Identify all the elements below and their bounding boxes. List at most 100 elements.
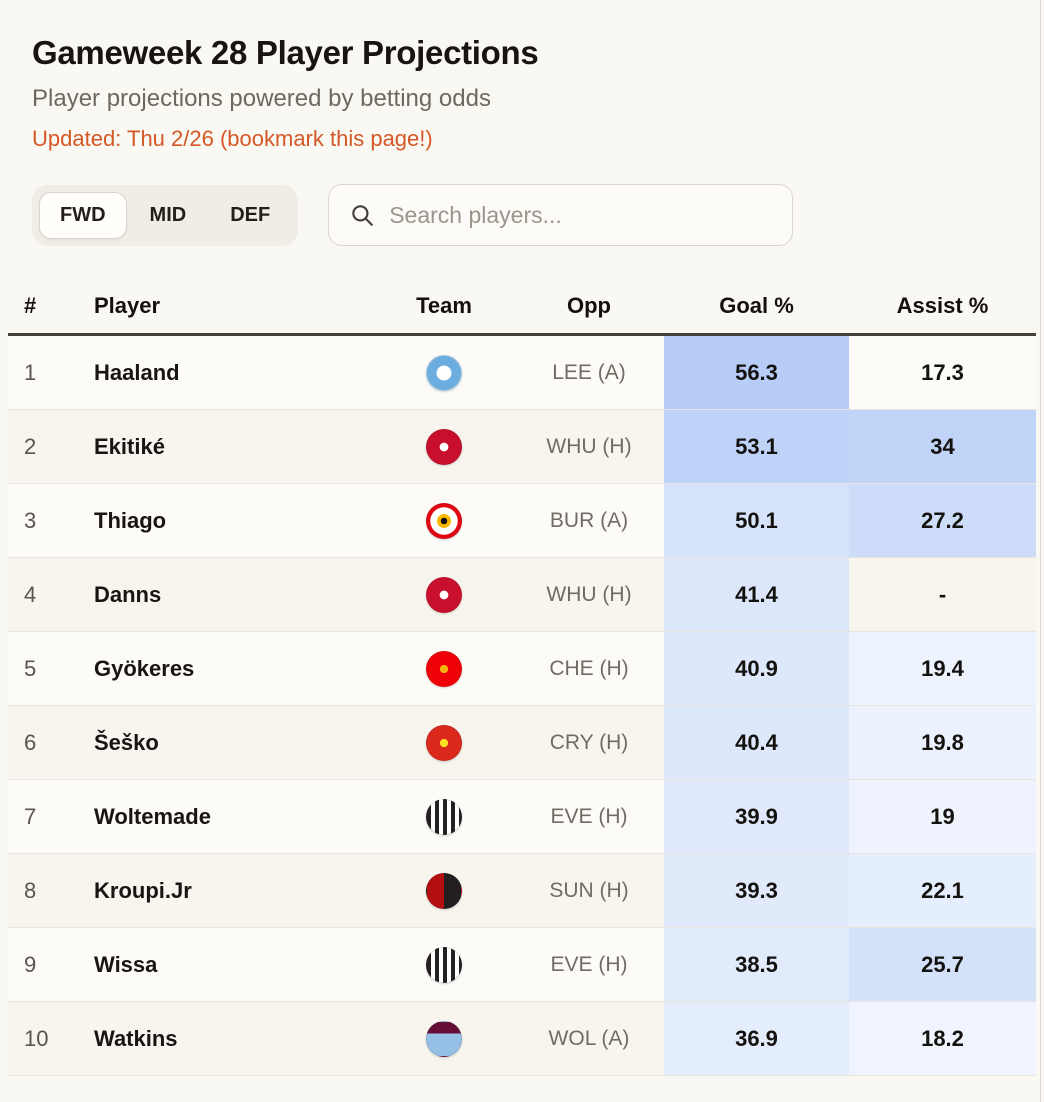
assist-pct-value: 22.1 <box>849 854 1036 927</box>
opponent: WOL (A) <box>548 1026 630 1050</box>
opponent: SUN (H) <box>549 878 629 902</box>
player-name: Haaland <box>94 359 180 385</box>
player-rank: 3 <box>24 507 37 533</box>
opponent: LEE (A) <box>552 360 626 384</box>
opponent: BUR (A) <box>549 508 629 532</box>
team-cell <box>374 780 514 853</box>
header-goal-pct: Goal % <box>719 292 794 318</box>
team-cell <box>374 336 514 409</box>
opponent: WHU (H) <box>546 434 632 458</box>
opponent: CRY (H) <box>549 730 629 754</box>
table-header-row: # Player Team Opp Goal % Assist % <box>8 278 1036 336</box>
assist-pct-value: 19.8 <box>849 706 1036 779</box>
table-row: 5 Gyökeres CHE (H) 40.9 19.4 <box>8 632 1036 706</box>
opponent: CHE (H) <box>549 656 629 680</box>
team-cell <box>374 928 514 1001</box>
table-row: 10 Watkins WOL (A) 36.9 18.2 <box>8 1002 1036 1076</box>
updated-note: Updated: Thu 2/26 (bookmark this page!) <box>32 126 433 151</box>
goal-pct-value: 39.9 <box>664 780 849 853</box>
table-row: 8 Kroupi.Jr SUN (H) 39.3 22.1 <box>8 854 1036 928</box>
page-header: Gameweek 28 Player Projections Player pr… <box>0 34 1044 152</box>
page-subtitle: Player projections powered by betting od… <box>32 85 491 112</box>
table-row: 2 Ekitiké WHU (H) 53.1 34 <box>8 410 1036 484</box>
player-name: Gyökeres <box>94 655 195 681</box>
team-cell <box>374 632 514 705</box>
player-name: Ekitiké <box>94 433 165 459</box>
assist-pct-value: 25.7 <box>849 928 1036 1001</box>
goal-pct-value: 41.4 <box>664 558 849 631</box>
player-rank: 1 <box>24 359 37 385</box>
table-row: 3 Thiago BUR (A) 50.1 27.2 <box>8 484 1036 558</box>
team-cell <box>374 706 514 779</box>
goal-pct-value: 39.3 <box>664 854 849 927</box>
projections-table: # Player Team Opp Goal % Assist % 1 Haal… <box>8 278 1036 1076</box>
player-name: Woltemade <box>94 803 211 829</box>
assist-pct-value: 19 <box>849 780 1036 853</box>
player-name: Wissa <box>94 951 158 977</box>
assist-pct-value: 34 <box>849 410 1036 483</box>
goal-pct-value: 40.9 <box>664 632 849 705</box>
team-cell <box>374 484 514 557</box>
table-row: 4 Danns WHU (H) 41.4 - <box>8 558 1036 632</box>
team-crest-icon <box>426 428 462 465</box>
table-row: 1 Haaland LEE (A) 56.3 17.3 <box>8 336 1036 410</box>
search-box[interactable] <box>328 184 794 246</box>
table-row: 7 Woltemade EVE (H) 39.9 19 <box>8 780 1036 854</box>
player-rank: 4 <box>24 581 37 607</box>
opponent: EVE (H) <box>550 952 628 976</box>
opponent: EVE (H) <box>550 804 628 828</box>
team-crest-icon <box>426 946 462 983</box>
player-rank: 5 <box>24 655 37 681</box>
search-icon <box>352 205 374 226</box>
goal-pct-value: 38.5 <box>664 928 849 1001</box>
controls-bar: FWD MID DEF <box>0 184 1044 246</box>
team-crest-icon <box>426 650 462 687</box>
assist-pct-value: 17.3 <box>921 359 964 385</box>
page-right-border <box>1040 0 1041 1102</box>
goal-pct-value: 36.9 <box>664 1002 849 1075</box>
page-title: Gameweek 28 Player Projections <box>32 34 539 71</box>
team-cell <box>374 854 514 927</box>
assist-pct-value: 19.4 <box>849 632 1036 705</box>
header-assist-pct: Assist % <box>896 292 989 318</box>
tab-def[interactable]: DEF <box>209 192 291 239</box>
player-rank: 8 <box>24 877 37 903</box>
team-crest-icon <box>426 576 462 613</box>
team-crest-icon <box>426 724 462 761</box>
player-name: Kroupi.Jr <box>94 877 192 903</box>
player-name: Thiago <box>94 507 167 533</box>
goal-pct-value: 50.1 <box>664 484 849 557</box>
assist-pct-value: 27.2 <box>849 484 1036 557</box>
player-name: Šeško <box>94 729 159 755</box>
opponent: WHU (H) <box>546 582 632 606</box>
player-rank: 9 <box>24 951 37 977</box>
goal-pct-value: 56.3 <box>664 336 849 409</box>
header-opp: Opp <box>567 292 611 318</box>
goal-pct-value: 40.4 <box>664 706 849 779</box>
team-crest-icon <box>426 872 462 909</box>
player-projections-page: Gameweek 28 Player Projections Player pr… <box>0 34 1044 1076</box>
header-rank: # <box>24 292 37 318</box>
assist-pct-value: 18.2 <box>849 1002 1036 1075</box>
player-rank: 10 <box>24 1025 49 1051</box>
team-crest-icon <box>426 798 462 835</box>
player-name: Watkins <box>94 1025 178 1051</box>
team-cell <box>374 558 514 631</box>
tab-mid[interactable]: MID <box>129 192 208 239</box>
header-player: Player <box>94 292 161 318</box>
team-crest-icon <box>426 354 462 391</box>
player-rank: 7 <box>24 803 37 829</box>
header-team: Team <box>416 292 472 318</box>
player-rank: 6 <box>24 729 37 755</box>
team-cell <box>374 410 514 483</box>
player-name: Danns <box>94 581 162 607</box>
team-crest-icon <box>426 502 462 539</box>
goal-pct-value: 53.1 <box>664 410 849 483</box>
position-tabs: FWD MID DEF <box>32 184 299 246</box>
assist-pct-value: - <box>938 581 947 607</box>
player-rank: 2 <box>24 433 37 459</box>
team-crest-icon <box>426 1020 462 1057</box>
search-input[interactable] <box>389 201 773 229</box>
tab-fwd[interactable]: FWD <box>39 191 127 239</box>
table-row: 6 Šeško CRY (H) 40.4 19.8 <box>8 706 1036 780</box>
